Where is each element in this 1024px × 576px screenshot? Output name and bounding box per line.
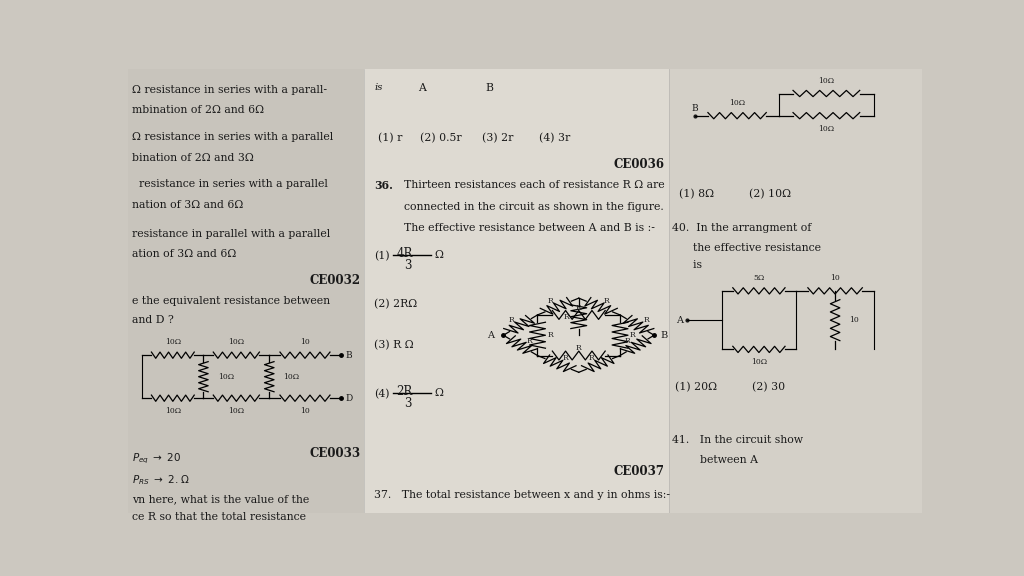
Text: is: is xyxy=(374,84,383,92)
Text: R: R xyxy=(526,336,532,344)
Text: 5Ω: 5Ω xyxy=(754,274,765,282)
Text: A: A xyxy=(486,331,494,340)
Text: Ω: Ω xyxy=(434,250,443,260)
Text: Ω resistance in series with a parall-: Ω resistance in series with a parall- xyxy=(132,85,327,94)
Text: B: B xyxy=(691,104,698,113)
Text: (3) 2r: (3) 2r xyxy=(482,134,513,144)
Text: B: B xyxy=(660,331,668,340)
Text: CE0036: CE0036 xyxy=(613,158,665,171)
Text: R: R xyxy=(508,316,514,324)
Text: (3) R Ω: (3) R Ω xyxy=(374,340,414,350)
Text: 36.: 36. xyxy=(374,180,393,191)
FancyBboxPatch shape xyxy=(365,69,670,513)
Text: (4): (4) xyxy=(374,389,389,400)
Text: ation of 3Ω and 6Ω: ation of 3Ω and 6Ω xyxy=(132,249,237,259)
Text: 10Ω: 10Ω xyxy=(284,373,300,381)
Text: 2R: 2R xyxy=(396,385,413,398)
Text: connected in the circuit as shown in the figure.: connected in the circuit as shown in the… xyxy=(404,202,664,212)
Text: 41.   In the circuit show: 41. In the circuit show xyxy=(673,435,804,445)
Text: and D ?: and D ? xyxy=(132,315,174,325)
Text: 4R: 4R xyxy=(396,247,413,260)
Text: (2) 2RΩ: (2) 2RΩ xyxy=(374,299,417,309)
Text: R: R xyxy=(575,344,582,353)
Text: 10Ω: 10Ω xyxy=(165,338,181,346)
Text: vn here, what is the value of the: vn here, what is the value of the xyxy=(132,494,309,504)
Text: 10Ω: 10Ω xyxy=(818,124,835,132)
Text: R: R xyxy=(604,297,609,305)
Text: The effective resistance between A and B is :-: The effective resistance between A and B… xyxy=(404,223,655,233)
Text: 40.  In the arrangment of: 40. In the arrangment of xyxy=(673,223,812,233)
FancyBboxPatch shape xyxy=(670,69,922,513)
Text: D: D xyxy=(345,394,352,403)
Text: 10Ω: 10Ω xyxy=(228,338,245,346)
Text: (1) r: (1) r xyxy=(378,134,402,144)
Text: 37.   The total resistance between x and y in ohms is:-: 37. The total resistance between x and y… xyxy=(374,491,670,501)
Text: $\mathit{P}_{eq}$ $\rightarrow$ 20: $\mathit{P}_{eq}$ $\rightarrow$ 20 xyxy=(132,452,181,466)
Text: the effective resistance: the effective resistance xyxy=(673,243,821,253)
Text: bination of 2Ω and 3Ω: bination of 2Ω and 3Ω xyxy=(132,153,254,162)
Text: CE0033: CE0033 xyxy=(309,447,360,460)
Text: R: R xyxy=(575,304,582,312)
Text: A: A xyxy=(677,316,684,325)
Text: Ω resistance in series with a parallel: Ω resistance in series with a parallel xyxy=(132,132,333,142)
Text: 10Ω: 10Ω xyxy=(751,358,767,366)
Text: (2) 0.5r: (2) 0.5r xyxy=(420,134,462,144)
Text: 10Ω: 10Ω xyxy=(218,373,233,381)
Text: resistance in parallel with a parallel: resistance in parallel with a parallel xyxy=(132,229,330,239)
Text: (1) 8Ω          (2) 10Ω: (1) 8Ω (2) 10Ω xyxy=(679,189,791,199)
Text: 3: 3 xyxy=(404,397,412,410)
Text: B: B xyxy=(345,351,352,359)
Text: R: R xyxy=(643,316,649,324)
Text: R: R xyxy=(563,313,569,321)
Text: 10Ω: 10Ω xyxy=(729,99,745,107)
Text: is: is xyxy=(673,260,702,270)
Text: 10: 10 xyxy=(300,407,310,415)
Text: $\mathit{P}_{RS}$ $\rightarrow$ 2. $\Omega$: $\mathit{P}_{RS}$ $\rightarrow$ 2. $\Ome… xyxy=(132,473,190,487)
FancyBboxPatch shape xyxy=(128,69,365,513)
Text: R: R xyxy=(630,331,636,339)
Text: 10: 10 xyxy=(830,274,840,282)
Text: Ω: Ω xyxy=(434,388,443,399)
Text: R: R xyxy=(589,354,595,362)
Text: R: R xyxy=(547,331,553,339)
Text: (1) 20Ω          (2) 30: (1) 20Ω (2) 30 xyxy=(675,382,785,392)
Text: R: R xyxy=(548,297,554,305)
Text: 10Ω: 10Ω xyxy=(818,77,835,85)
Text: ce R so that the total resistance: ce R so that the total resistance xyxy=(132,511,306,522)
Text: 10: 10 xyxy=(300,338,310,346)
Text: CE0032: CE0032 xyxy=(309,274,360,287)
Text: 3: 3 xyxy=(404,259,412,272)
Text: CE0037: CE0037 xyxy=(613,465,665,478)
Text: R: R xyxy=(625,336,631,344)
Text: between A: between A xyxy=(673,455,759,465)
Text: Thirteen resistances each of resistance R Ω are: Thirteen resistances each of resistance … xyxy=(404,180,665,190)
Text: nation of 3Ω and 6Ω: nation of 3Ω and 6Ω xyxy=(132,199,244,210)
Text: (1): (1) xyxy=(374,251,390,262)
Text: 10Ω: 10Ω xyxy=(165,407,181,415)
Text: A: A xyxy=(418,84,426,93)
Text: B: B xyxy=(485,84,493,93)
Text: R: R xyxy=(563,354,568,362)
Text: resistance in series with a parallel: resistance in series with a parallel xyxy=(132,179,328,189)
Text: (4) 3r: (4) 3r xyxy=(539,134,570,144)
Text: 10: 10 xyxy=(849,316,859,324)
Text: 10Ω: 10Ω xyxy=(228,407,245,415)
Text: mbination of 2Ω and 6Ω: mbination of 2Ω and 6Ω xyxy=(132,105,264,116)
Text: e the equivalent resistance between: e the equivalent resistance between xyxy=(132,296,330,306)
